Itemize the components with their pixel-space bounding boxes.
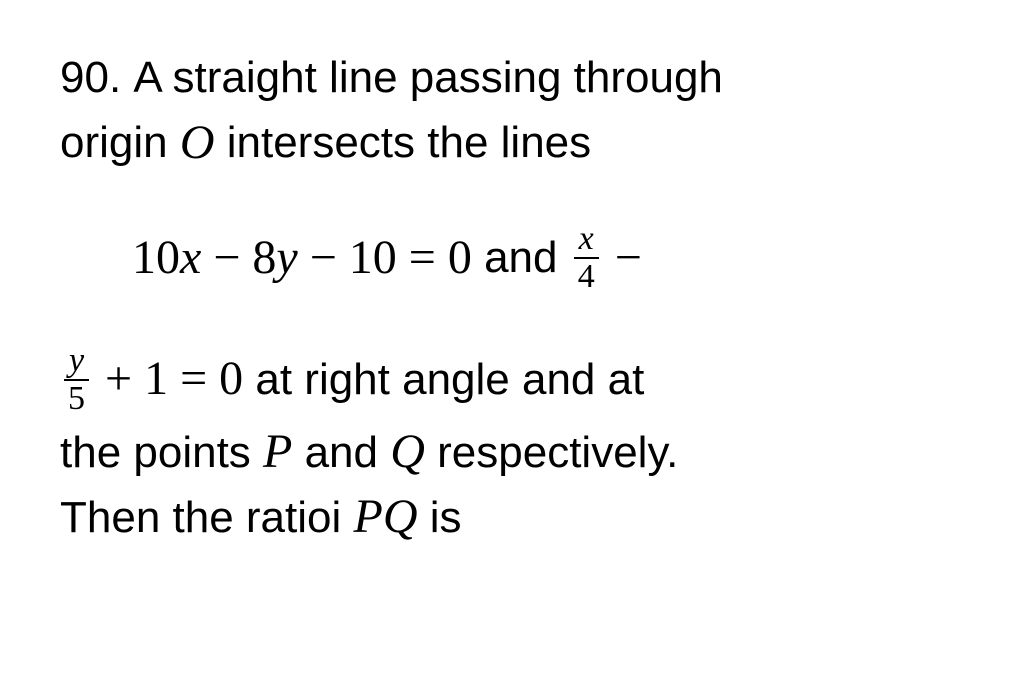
line-1: 90. A straight line passing through bbox=[60, 48, 964, 107]
math-eq2-mid: + 1 = 0 bbox=[93, 353, 243, 406]
question-container: 90. A straight line passing through orig… bbox=[0, 0, 1024, 677]
text-5a: the points bbox=[60, 423, 263, 482]
fraction-x-over-4: x 4 bbox=[574, 221, 599, 294]
text-6a: Then the ratioi bbox=[60, 488, 354, 547]
math-point-P: P bbox=[263, 426, 292, 479]
line-2: origin O intersects the lines bbox=[60, 113, 964, 172]
frac2-num: y bbox=[69, 342, 84, 379]
text-1a: A straight line passing through bbox=[133, 48, 723, 107]
math-point-Q: Q bbox=[390, 426, 425, 479]
line-5: the points P and Q respectively. bbox=[60, 423, 964, 482]
problem-number: 90. bbox=[60, 48, 133, 107]
frac1-den: 4 bbox=[574, 259, 599, 295]
text-6b: is bbox=[417, 488, 461, 547]
math-origin-O: O bbox=[180, 117, 215, 170]
math-PQ: PQ bbox=[354, 491, 418, 544]
frac2-den: 5 bbox=[64, 381, 89, 417]
line-6: Then the ratioi PQ is bbox=[60, 488, 964, 547]
text-5c: respectively. bbox=[425, 423, 679, 482]
line-3: 10x − 8y − 10 = 0 and x 4 − bbox=[60, 179, 964, 337]
text-2b: intersects the lines bbox=[215, 113, 592, 172]
math-eq1-part1: 10x − 8y − 10 = 0 bbox=[60, 179, 472, 337]
math-eq1-trail: − bbox=[603, 232, 642, 285]
fraction-y-over-5: y 5 bbox=[64, 343, 89, 416]
line-4: y 5 + 1 = 0 at right angle and at bbox=[60, 343, 964, 416]
text-4a: at right angle and at bbox=[243, 350, 644, 409]
frac1-num: x bbox=[579, 220, 594, 257]
text-3a: and bbox=[472, 228, 570, 287]
text-5b: and bbox=[292, 423, 390, 482]
text-2a: origin bbox=[60, 113, 180, 172]
